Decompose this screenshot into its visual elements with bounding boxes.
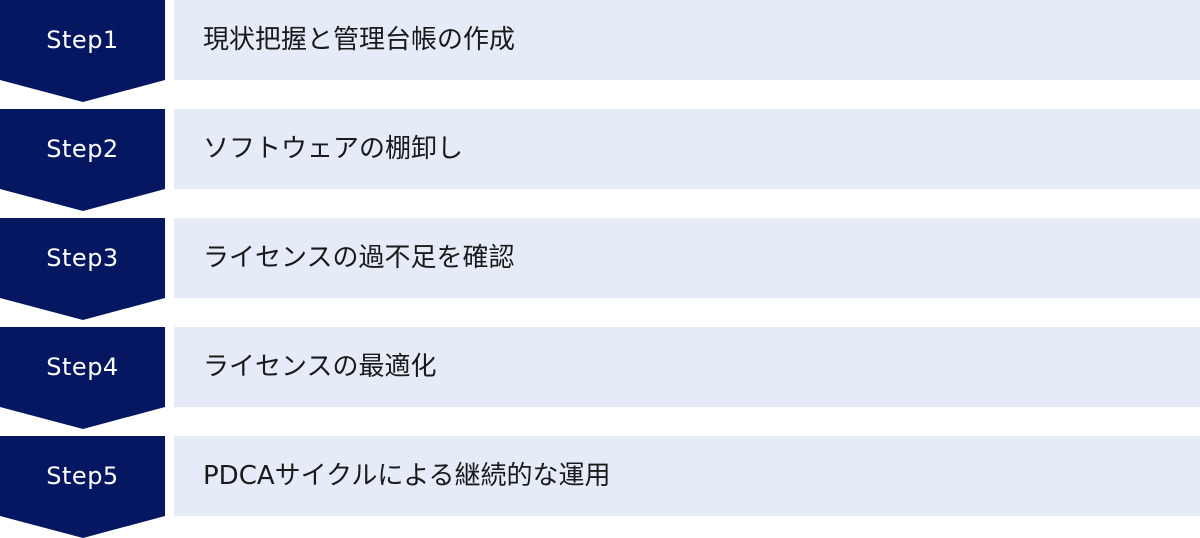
step-chevron: Step4 xyxy=(0,327,165,429)
step-row: Step3 ライセンスの過不足を確認 xyxy=(0,218,1200,320)
step-description-bar: ソフトウェアの棚卸し xyxy=(174,109,1200,189)
step-description: ソフトウェアの棚卸し xyxy=(203,134,464,164)
step-description-bar: ライセンスの最適化 xyxy=(174,327,1200,407)
step-chevron: Step5 xyxy=(0,436,165,538)
step-description-bar: ライセンスの過不足を確認 xyxy=(174,218,1200,298)
step-label: Step2 xyxy=(46,135,119,163)
step-description: PDCAサイクルによる継続的な運用 xyxy=(203,461,611,491)
step-label: Step5 xyxy=(46,462,119,490)
step-chevron: Step2 xyxy=(0,109,165,211)
chevron-shape xyxy=(0,0,165,102)
step-label: Step1 xyxy=(46,26,119,54)
step-label: Step4 xyxy=(46,353,119,381)
step-description-bar: PDCAサイクルによる継続的な運用 xyxy=(174,436,1200,516)
step-row: Step5 PDCAサイクルによる継続的な運用 xyxy=(0,436,1200,538)
step-label: Step3 xyxy=(46,244,119,272)
step-description: ライセンスの過不足を確認 xyxy=(203,243,515,273)
step-chevron: Step1 xyxy=(0,0,165,102)
step-description: 現状把握と管理台帳の作成 xyxy=(203,25,516,55)
step-chevron: Step3 xyxy=(0,218,165,320)
chevron-shape xyxy=(0,327,165,429)
step-description: ライセンスの最適化 xyxy=(203,352,437,382)
step-row: Step2 ソフトウェアの棚卸し xyxy=(0,109,1200,211)
step-row: Step4 ライセンスの最適化 xyxy=(0,327,1200,429)
chevron-shape xyxy=(0,436,165,538)
step-row: Step1 現状把握と管理台帳の作成 xyxy=(0,0,1200,102)
chevron-shape xyxy=(0,109,165,211)
chevron-shape xyxy=(0,218,165,320)
step-description-bar: 現状把握と管理台帳の作成 xyxy=(174,0,1200,80)
